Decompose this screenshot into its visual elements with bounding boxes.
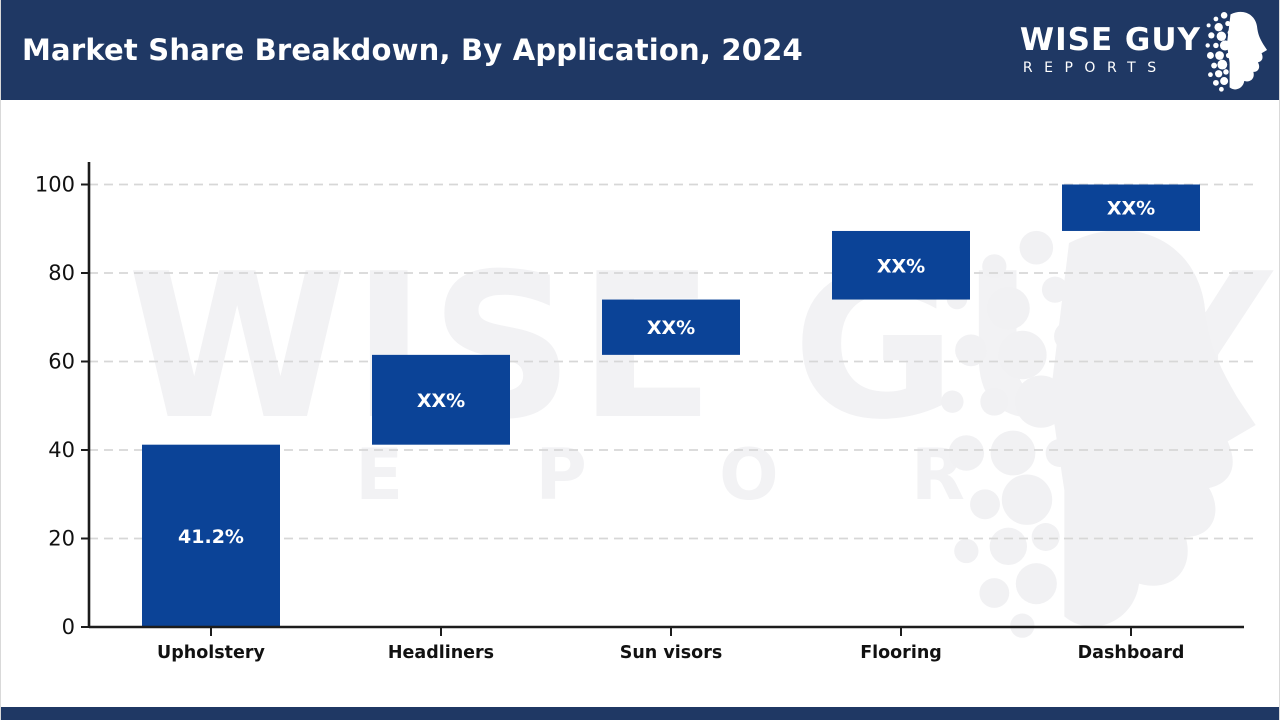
logo-face-icon (1203, 8, 1269, 92)
y-tick-label: 60 (48, 350, 75, 374)
x-category-label: Upholstery (157, 643, 265, 663)
y-tick-label: 80 (48, 261, 75, 285)
wiseguy-logo: WISE GUY REPORTS (1020, 8, 1279, 92)
x-category-label: Dashboard (1078, 643, 1185, 663)
bar-value-label: XX% (877, 255, 925, 277)
x-category-label: Headliners (388, 643, 494, 663)
bar-value-label: XX% (1107, 198, 1155, 220)
bar-value-label: 41.2% (178, 526, 244, 548)
y-tick-label: 0 (62, 615, 75, 639)
bar-upholstery (142, 444, 280, 627)
bar-value-label: XX% (647, 317, 695, 339)
page-title: Market Share Breakdown, By Application, … (22, 33, 803, 67)
x-category-label: Sun visors (620, 643, 723, 663)
bar-value-label: XX% (417, 390, 465, 412)
footer-bar (1, 707, 1279, 720)
y-tick-label: 20 (48, 527, 75, 551)
logo-wiseguy-text: WISE GUY (1019, 21, 1201, 58)
y-tick-label: 100 (35, 173, 75, 197)
x-category-label: Flooring (860, 643, 942, 663)
y-tick-label: 40 (48, 438, 75, 462)
bar-flooring (832, 230, 970, 300)
logo-reports-text: REPORTS (1022, 59, 1168, 76)
bar-headliners (372, 354, 510, 445)
bar-sun-visors (602, 299, 740, 355)
bar-dashboard (1062, 184, 1200, 231)
header-bar: Market Share Breakdown, By Application, … (1, 0, 1279, 100)
